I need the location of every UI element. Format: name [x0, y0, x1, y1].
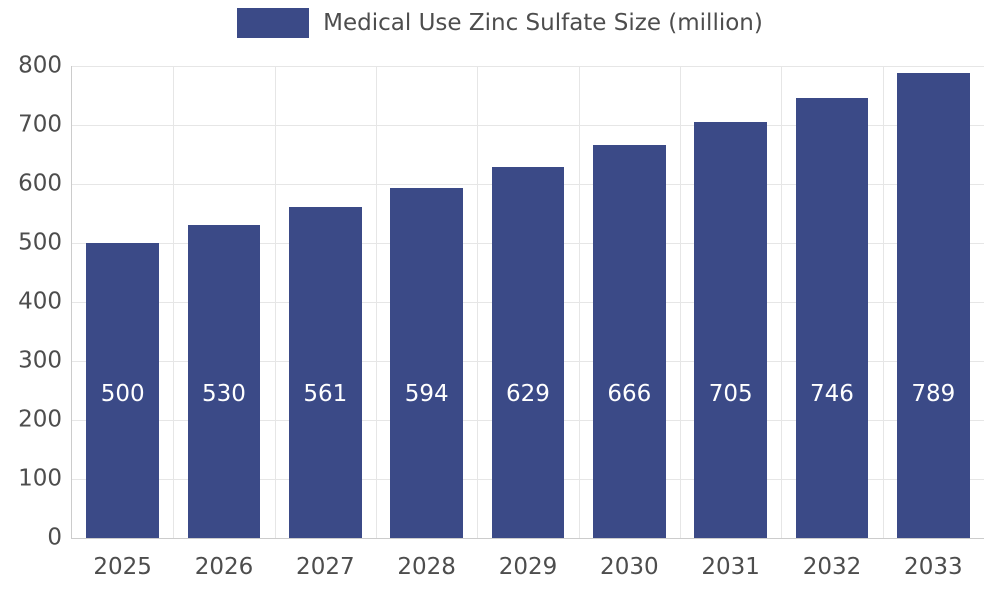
- bar-value-label: 500: [100, 381, 145, 407]
- x-tick-label: 2032: [802, 554, 862, 580]
- bar-value-label: 789: [911, 381, 956, 407]
- gridline-vertical: [477, 66, 478, 538]
- bar-2030[interactable]: 666: [592, 145, 666, 538]
- legend-swatch-medical-use-zinc-sulfate: [237, 8, 310, 38]
- gridline-vertical: [781, 66, 782, 538]
- gridline-vertical: [376, 66, 377, 538]
- bar-value-label: 705: [708, 381, 753, 407]
- x-tick-label: 2028: [397, 554, 456, 580]
- gridline-vertical: [579, 66, 580, 538]
- bar-value-label: 746: [810, 381, 854, 407]
- y-tick-label: 100: [18, 465, 62, 492]
- y-tick-label: 700: [18, 111, 62, 138]
- gridline-vertical: [173, 66, 174, 538]
- x-tick-label: 2031: [701, 554, 760, 580]
- bar-2033[interactable]: 789: [896, 72, 970, 538]
- x-tick-label: 2029: [498, 554, 558, 580]
- gridline-vertical: [883, 66, 884, 538]
- bar-2027[interactable]: 561: [288, 207, 362, 538]
- bar-2032[interactable]: 746: [795, 97, 869, 538]
- plot-area: 500 530 561 594 629 666 705 746 789 0 100 200 300 40…: [18, 54, 984, 579]
- bar-value-label: 666: [607, 381, 652, 407]
- legend-label-medical-use-zinc-sulfate: Medical Use Zinc Sulfate Size (million): [323, 9, 763, 36]
- bar-2026[interactable]: 530: [187, 225, 261, 538]
- bar-2031[interactable]: 705: [694, 122, 768, 538]
- y-axis-line: [71, 66, 72, 538]
- y-tick-label: 300: [18, 347, 62, 374]
- y-axis-tick-labels: 0 100 200 300 400 500 600 700 800: [2, 54, 62, 549]
- x-tick-label: 2026: [194, 554, 254, 580]
- y-tick-label: 500: [18, 229, 62, 256]
- y-tick-label: 600: [18, 170, 62, 197]
- bar-2028[interactable]: 594: [390, 187, 464, 538]
- bar-value-label: 561: [303, 381, 348, 407]
- y-tick-label: 200: [18, 406, 62, 433]
- chart-legend: Medical Use Zinc Sulfate Size (million): [0, 8, 1000, 38]
- gridline-horizontal: [72, 125, 984, 126]
- x-axis-tick-labels: 2025 2026 2027 2028 2029 2030 2031 2032 2033: [72, 538, 984, 598]
- bar-2025[interactable]: 500: [86, 243, 160, 538]
- gridline-horizontal: [72, 66, 984, 67]
- bar-value-label: 629: [506, 381, 550, 407]
- bar-value-label: 530: [202, 381, 246, 407]
- y-tick-label: 400: [18, 288, 62, 315]
- x-tick-label: 2025: [93, 554, 152, 580]
- gridline-vertical: [275, 66, 276, 538]
- x-axis-line: [71, 538, 984, 539]
- bar-2029[interactable]: 629: [491, 166, 565, 538]
- gridline-vertical: [680, 66, 681, 538]
- y-tick-label: 0: [47, 524, 62, 551]
- y-tick-label: 800: [18, 52, 62, 79]
- x-tick-label: 2027: [296, 554, 355, 580]
- bar-value-label: 594: [404, 381, 449, 407]
- x-tick-label: 2033: [904, 554, 963, 580]
- x-tick-label: 2030: [600, 554, 659, 580]
